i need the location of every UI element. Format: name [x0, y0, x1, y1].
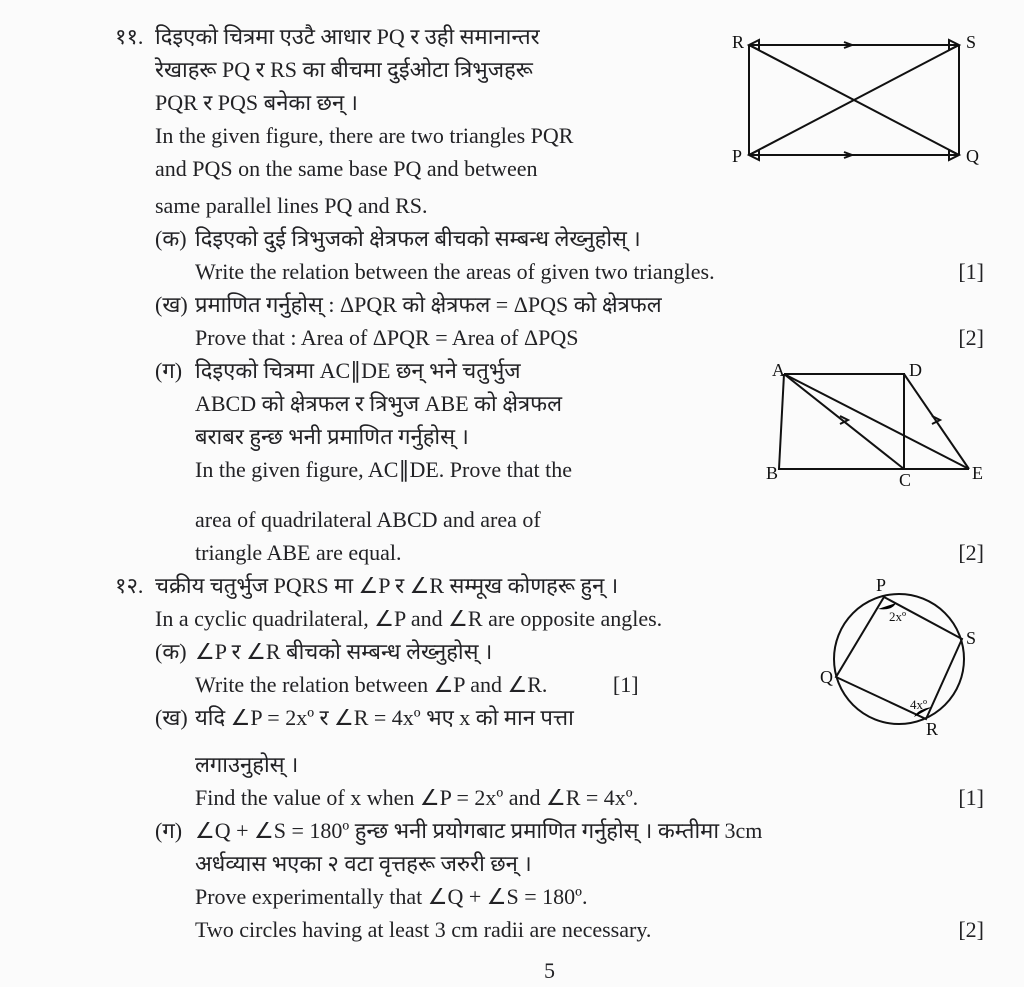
q12b-label: (ख) — [155, 701, 195, 734]
q12a-en: Write the relation between ∠P and ∠R. — [195, 672, 547, 697]
label-d: D — [909, 360, 922, 380]
q12b-en: Find the value of x when ∠P = 2xº and ∠R… — [195, 781, 638, 814]
label-s: S — [966, 32, 976, 52]
q11c-hi1: दिइएको चित्रमा AC∥DE छन् भने चतुर्भुज — [195, 354, 740, 387]
label-2x: 2xº — [889, 609, 906, 624]
q11c-en2: area of quadrilateral ABCD and area of — [195, 503, 984, 536]
q11b-en: Prove that : Area of ΔPQR = Area of ΔPQS — [195, 321, 579, 354]
qnum-11: ११. — [115, 20, 155, 53]
label-p2: P — [876, 575, 886, 595]
q11-en-line1: In the given figure, there are two trian… — [155, 119, 710, 152]
q12-part-b-cont: लगाउनुहोस् । Find the value of x when ∠P… — [155, 748, 984, 814]
question-11: ११. दिइएको चित्रमा एउटै आधार PQ र उही सम… — [115, 20, 984, 569]
q12c-en2: Two circles having at least 3 cm radii a… — [195, 913, 651, 946]
page-number: 5 — [115, 954, 984, 987]
q11-part-b: (ख) प्रमाणित गर्नुहोस् : ΔPQR को क्षेत्र… — [155, 288, 984, 354]
q12c-mark: [2] — [950, 913, 984, 946]
q11-part-a: (क) दिइएको दुई त्रिभुजको क्षेत्रफल बीचको… — [155, 222, 984, 288]
label-e: E — [972, 463, 983, 483]
q12c-hi2: अर्धव्यास भएका २ वटा वृत्तहरू जरुरी छन् … — [195, 847, 984, 880]
q12c-hi1: ∠Q + ∠S = 180º हुन्छ भनी प्रयोगबाट प्रमा… — [195, 814, 984, 847]
q12-hi1: चक्रीय चतुर्भुज PQRS मा ∠P र ∠R सम्मूख क… — [155, 569, 800, 602]
q12c-label: (ग) — [155, 814, 195, 847]
question-12: १२. चक्रीय चतुर्भुज PQRS मा ∠P र ∠R सम्म… — [115, 569, 984, 946]
q11c-en1: In the given figure, AC∥DE. Prove that t… — [195, 453, 740, 486]
q11-figure-triangles: R S P Q — [724, 20, 984, 189]
q11c-hi3: बराबर हुन्छ भनी प्रमाणित गर्नुहोस् । — [195, 420, 740, 453]
q11-part-c: (ग) दिइएको चित्रमा AC∥DE छन् भने चतुर्भु… — [155, 354, 984, 569]
label-r: R — [732, 32, 744, 52]
q12-stem-text: चक्रीय चतुर्भुज PQRS मा ∠P र ∠R सम्मूख क… — [155, 569, 800, 734]
label-b: B — [766, 463, 778, 483]
q12b-mark: [1] — [950, 781, 984, 814]
q12-part-b: (ख) यदि ∠P = 2xº र ∠R = 4xº भए x को मान … — [155, 701, 800, 734]
q11a-mark: [1] — [950, 255, 984, 288]
label-p: P — [732, 146, 742, 166]
q11-en-line3: same parallel lines PQ and RS. — [155, 189, 984, 222]
q11b-mark: [2] — [950, 321, 984, 354]
q11-stem-text: दिइएको चित्रमा एउटै आधार PQ र उही समानान… — [155, 20, 710, 185]
q11b-label: (ख) — [155, 288, 195, 321]
q11c-label: (ग) — [155, 354, 195, 387]
qnum-12: १२. — [115, 569, 155, 602]
q12a-hi: ∠P र ∠R बीचको सम्बन्ध लेख्नुहोस् । — [195, 635, 800, 668]
label-s2: S — [966, 628, 976, 648]
q11-hi-line2: रेखाहरू PQ र RS का बीचमा दुईओटा त्रिभुजह… — [155, 53, 710, 86]
q12b-hi1: यदि ∠P = 2xº र ∠R = 4xº भए x को मान पत्त… — [195, 701, 800, 734]
label-q2: Q — [820, 667, 833, 687]
q11-figure-abcd: A D B C E — [754, 354, 984, 503]
q12-part-c: (ग) ∠Q + ∠S = 180º हुन्छ भनी प्रयोगबाट प… — [155, 814, 984, 946]
q11-en-line2: and PQS on the same base PQ and between — [155, 152, 710, 185]
q11a-en: Write the relation between the areas of … — [195, 255, 715, 288]
q11-hi-line1: दिइएको चित्रमा एउटै आधार PQ र उही समानान… — [155, 20, 710, 53]
label-r2: R — [926, 719, 938, 739]
q12b-hi2: लगाउनुहोस् । — [195, 748, 984, 781]
q11a-label: (क) — [155, 222, 195, 255]
q11-hi-line3: PQR र PQS बनेका छन् । — [155, 86, 710, 119]
q11-stem-row: दिइएको चित्रमा एउटै आधार PQ र उही समानान… — [155, 20, 984, 189]
q12-stem-row: चक्रीय चतुर्भुज PQRS मा ∠P र ∠R सम्मूख क… — [155, 569, 984, 748]
q12-en1: In a cyclic quadrilateral, ∠P and ∠R are… — [155, 602, 800, 635]
label-q: Q — [966, 146, 979, 166]
q11c-en3: triangle ABE are equal. — [195, 536, 401, 569]
label-a: A — [772, 360, 785, 380]
q11c-hi2: ABCD को क्षेत्रफल र त्रिभुज ABE को क्षेत… — [195, 387, 740, 420]
label-c: C — [899, 470, 911, 490]
q11a-hi: दिइएको दुई त्रिभुजको क्षेत्रफल बीचको सम्… — [195, 222, 984, 255]
q12-part-a: (क) ∠P र ∠R बीचको सम्बन्ध लेख्नुहोस् । W… — [155, 635, 800, 701]
q11c-mark: [2] — [950, 536, 984, 569]
q12c-en1: Prove experimentally that ∠Q + ∠S = 180º… — [195, 880, 984, 913]
q11b-hi: प्रमाणित गर्नुहोस् : ΔPQR को क्षेत्रफल =… — [195, 288, 984, 321]
q12-figure-cyclic: P S R Q 2xº 4xº — [814, 569, 984, 748]
q12a-mark: [1] — [553, 668, 639, 701]
q12a-label: (क) — [155, 635, 195, 668]
